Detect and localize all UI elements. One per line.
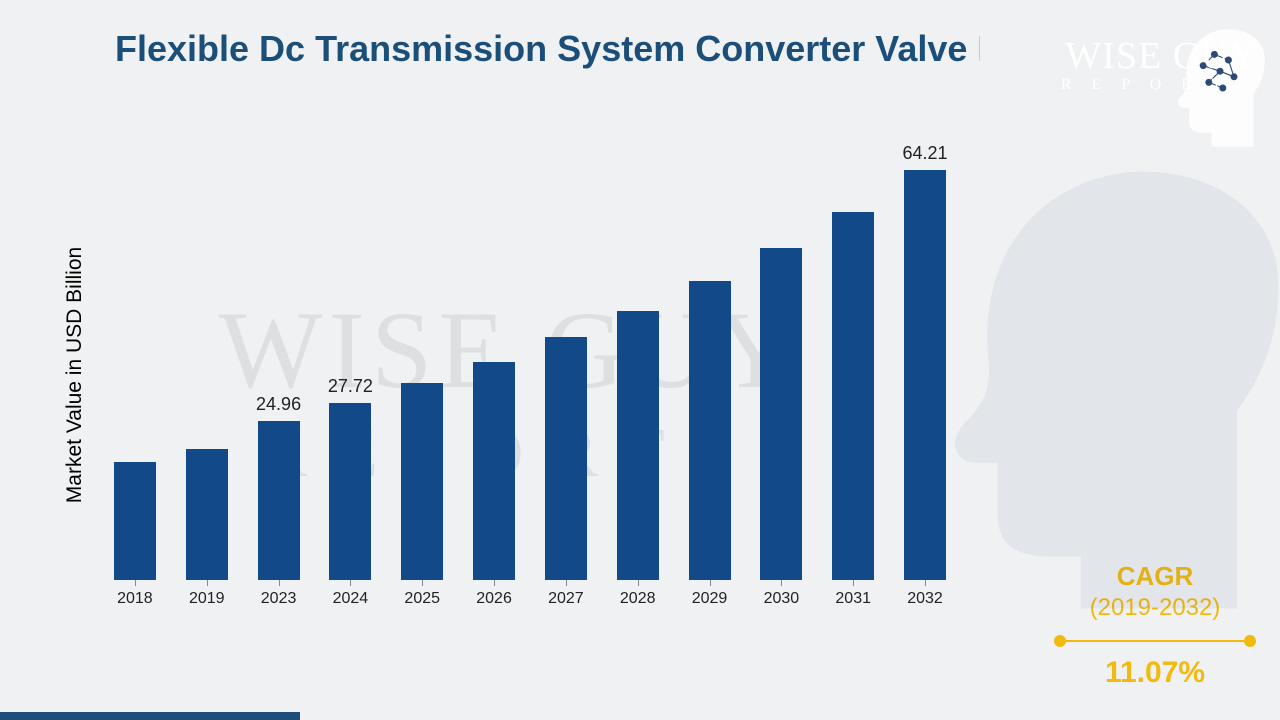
bar-wrap [108, 170, 162, 580]
bar [545, 337, 587, 580]
x-tick-label: 2027 [539, 580, 593, 608]
cagr-block: CAGR (2019-2032) 11.07% [1030, 561, 1280, 690]
bar-wrap [539, 170, 593, 580]
bar [186, 449, 228, 580]
cagr-divider [1060, 640, 1250, 642]
bar-wrap [180, 170, 234, 580]
bar-wrap [395, 170, 449, 580]
x-tick-label: 2026 [467, 580, 521, 608]
cagr-value: 11.07% [1030, 656, 1280, 690]
cagr-label: CAGR [1030, 561, 1280, 592]
side-panel: WISE GUY R E P O R T S CAGR (2019-2032) … [980, 0, 1280, 720]
cagr-range: (2019-2032) [1030, 594, 1280, 622]
x-tick-label: 2025 [395, 580, 449, 608]
x-tick-label: 2029 [683, 580, 737, 608]
bar-value-label: 27.72 [328, 376, 373, 397]
bar-wrap [754, 170, 808, 580]
bar-wrap [611, 170, 665, 580]
x-tick-label: 2018 [108, 580, 162, 608]
brand-logo: WISE GUY R E P O R T S [1061, 34, 1258, 94]
bar-wrap: 24.96 [252, 170, 306, 580]
x-tick-label: 2031 [826, 580, 880, 608]
logo-line1: WISE GUY [1061, 34, 1258, 78]
bar-chart: Market Value in USD Billion 24.96 27.72 64… [60, 170, 960, 630]
bar [832, 212, 874, 580]
bar-value-label: 24.96 [256, 394, 301, 415]
bar [689, 281, 731, 580]
y-axis: Market Value in USD Billion [60, 170, 90, 580]
bar-wrap [683, 170, 737, 580]
bar-wrap: 27.72 [323, 170, 377, 580]
x-tick-label: 2032 [898, 580, 952, 608]
bar [760, 248, 802, 580]
x-axis-ticks: 2018 2019 2023 2024 2025 2026 2027 2028 2029 2030… [100, 580, 960, 608]
bar [329, 403, 371, 580]
bar-wrap [467, 170, 521, 580]
x-tick-label: 2024 [323, 580, 377, 608]
infographic-stage: WISE GUY REPORTS Flexible Dc Transmissio… [0, 0, 1280, 720]
logo-line2: R E P O R T S [1061, 76, 1258, 94]
bar [473, 362, 515, 580]
x-tick-label: 2019 [180, 580, 234, 608]
chart-title: Flexible Dc Transmission System Converte… [115, 28, 1093, 69]
x-tick-label: 2028 [611, 580, 665, 608]
bar-value-label: 64.21 [902, 143, 947, 164]
plot-area: 24.96 27.72 64.21 [100, 170, 960, 580]
bar [114, 462, 156, 580]
footer-accent-bar [0, 712, 300, 720]
y-axis-label: Market Value in USD Billion [63, 247, 87, 503]
x-tick-label: 2030 [754, 580, 808, 608]
bar-wrap [826, 170, 880, 580]
bar-wrap: 64.21 [898, 170, 952, 580]
bar [617, 311, 659, 580]
bar [401, 383, 443, 580]
bar [258, 421, 300, 580]
x-tick-label: 2023 [252, 580, 306, 608]
bar [904, 170, 946, 580]
